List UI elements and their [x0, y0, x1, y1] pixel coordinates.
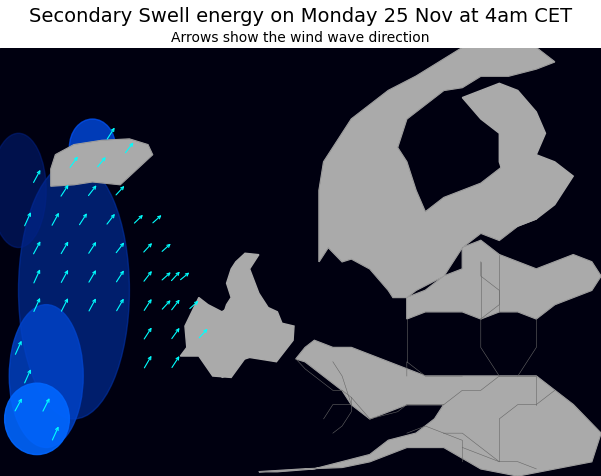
Ellipse shape	[19, 162, 129, 419]
Polygon shape	[259, 340, 601, 476]
Polygon shape	[222, 253, 294, 377]
Ellipse shape	[9, 305, 83, 447]
Ellipse shape	[0, 133, 46, 248]
Text: Arrows show the wind wave direction: Arrows show the wind wave direction	[171, 31, 430, 45]
Polygon shape	[319, 48, 555, 298]
Polygon shape	[462, 83, 573, 233]
Ellipse shape	[5, 383, 69, 455]
Polygon shape	[51, 139, 153, 186]
Text: Secondary Swell energy on Monday 25 Nov at 4am CET: Secondary Swell energy on Monday 25 Nov …	[29, 7, 572, 26]
Ellipse shape	[69, 119, 115, 176]
Polygon shape	[407, 240, 601, 319]
Polygon shape	[180, 298, 248, 377]
